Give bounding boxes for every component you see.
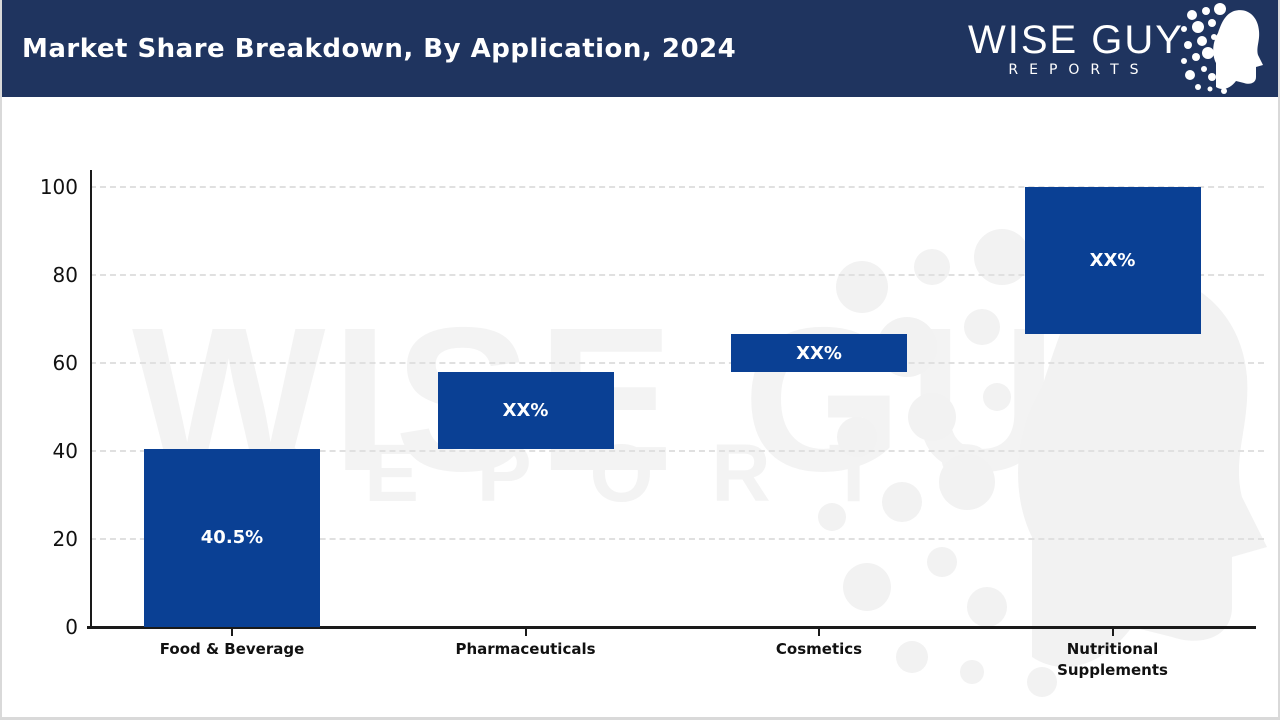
category-label: Food & Beverage [159,640,305,658]
x-axis-tick [231,628,233,636]
logo-wordmark-line2: REPORTS [1008,61,1150,78]
y-axis-tick-60: 60 [52,351,78,375]
gridline-20 [90,538,1264,540]
x-axis [87,626,1256,629]
category-label: Cosmetics [775,640,863,658]
gridline-60 [90,362,1264,364]
bar-value-label: 40.5% [200,527,264,549]
y-axis-tick-0: 0 [65,615,78,639]
gridline-100 [90,186,1264,188]
page-title: Market Share Breakdown, By Application, … [22,33,737,64]
gridline-40 [90,450,1264,452]
x-axis-tick [818,628,820,636]
category-label: Pharmaceuticals [455,640,596,658]
logo-wordmark-line1: WISE GUY [967,17,1184,62]
header: Market Share Breakdown, By Application, … [2,0,1278,97]
bar-value-label: XX% [796,342,842,364]
y-axis-tick-80: 80 [52,263,78,287]
y-axis-tick-40: 40 [52,439,78,463]
bar-pharmaceuticals: XX% [437,371,614,449]
bar-value-label: XX% [502,399,549,421]
bar-nutritional-supplements: XX% [1024,187,1201,335]
y-axis-tick-100: 100 [39,175,78,199]
logo-wordmark: WISE GUY REPORTS [968,20,1184,78]
x-axis-tick [524,628,527,636]
bar-cosmetics: XX% [731,334,907,372]
logo-head-icon [1181,2,1263,94]
bar-value-label: XX% [1089,250,1136,272]
y-axis-tick-20: 20 [52,527,78,551]
wise-guy-logo: WISE GUY REPORTS [968,2,1278,95]
bar-food-beverage: 40.5% [144,448,320,627]
category-label: Nutritional Supplements [1057,640,1168,679]
gridline-80 [90,274,1264,276]
y-axis [90,170,92,629]
x-axis-tick [1111,628,1114,636]
